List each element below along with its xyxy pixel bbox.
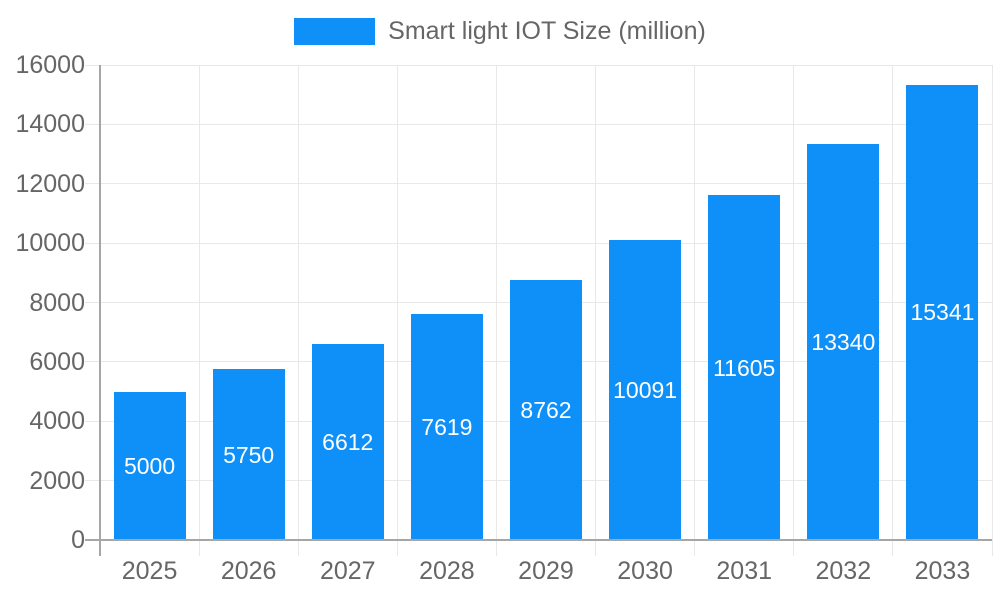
bar-value-label: 11605	[713, 354, 776, 381]
bar[interactable]: 11605	[708, 195, 781, 540]
gridline-vertical	[793, 65, 795, 556]
bar[interactable]: 7619	[410, 313, 483, 540]
legend-color-swatch	[294, 18, 376, 45]
x-axis-tick-label: 2026	[220, 557, 277, 585]
bar[interactable]: 5750	[212, 369, 285, 540]
y-axis-tick-label: 0	[71, 526, 85, 554]
bar-value-label: 7619	[421, 413, 473, 440]
y-axis-tick-label: 14000	[15, 110, 85, 139]
bar-value-label: 5000	[123, 452, 176, 479]
gridline-vertical	[495, 65, 497, 556]
bar-value-label: 6612	[322, 428, 374, 455]
gridline-vertical	[595, 65, 597, 556]
legend-item[interactable]: Smart light IOT Size (million)	[0, 18, 1000, 45]
x-axis-tick-label: 2028	[419, 557, 475, 585]
bar-value-label: 13340	[811, 328, 876, 355]
x-axis-tick-label: 2029	[518, 557, 574, 585]
legend-label: Smart light IOT Size (million)	[388, 17, 706, 45]
gridline-vertical	[198, 65, 200, 556]
y-axis-tick-label: 6000	[29, 347, 85, 376]
gridline-horizontal	[85, 123, 992, 125]
y-axis-tick-label: 2000	[29, 466, 85, 495]
gridline-vertical	[694, 65, 696, 556]
y-axis-tick-label: 12000	[15, 169, 85, 198]
bar[interactable]: 8762	[510, 279, 582, 540]
x-axis-tick-label: 2030	[617, 557, 673, 585]
y-axis-line	[99, 65, 101, 556]
x-axis-line	[85, 539, 992, 541]
bar-value-label: 10091	[613, 377, 678, 404]
gridline-vertical	[892, 65, 894, 556]
gridline-horizontal	[85, 183, 992, 185]
gridline-horizontal	[85, 242, 992, 244]
x-axis-tick-label: 2025	[121, 557, 178, 585]
bar[interactable]: 5000	[113, 391, 186, 540]
bar-value-label: 5750	[223, 441, 275, 468]
y-axis-tick-label: 10000	[15, 229, 85, 258]
gridline-vertical	[396, 65, 398, 556]
x-axis-tick-label: 2033	[914, 557, 971, 585]
gridline-vertical	[991, 65, 993, 556]
bar[interactable]: 15341	[906, 84, 979, 540]
x-axis-tick-label: 2032	[815, 557, 872, 585]
y-axis-tick-label: 4000	[29, 407, 85, 436]
bar-value-label: 8762	[520, 396, 572, 423]
bar-value-label: 15341	[910, 299, 975, 326]
bar[interactable]: 10091	[609, 240, 682, 540]
gridline-horizontal	[85, 64, 992, 66]
y-axis-tick-label: 16000	[15, 51, 85, 79]
y-axis-tick-label: 8000	[29, 288, 85, 317]
bar[interactable]: 6612	[311, 343, 384, 540]
gridline-vertical	[297, 65, 299, 556]
x-axis-tick-label: 2027	[319, 557, 376, 585]
bar[interactable]: 13340	[807, 143, 880, 540]
x-axis-tick-label: 2031	[716, 557, 773, 585]
